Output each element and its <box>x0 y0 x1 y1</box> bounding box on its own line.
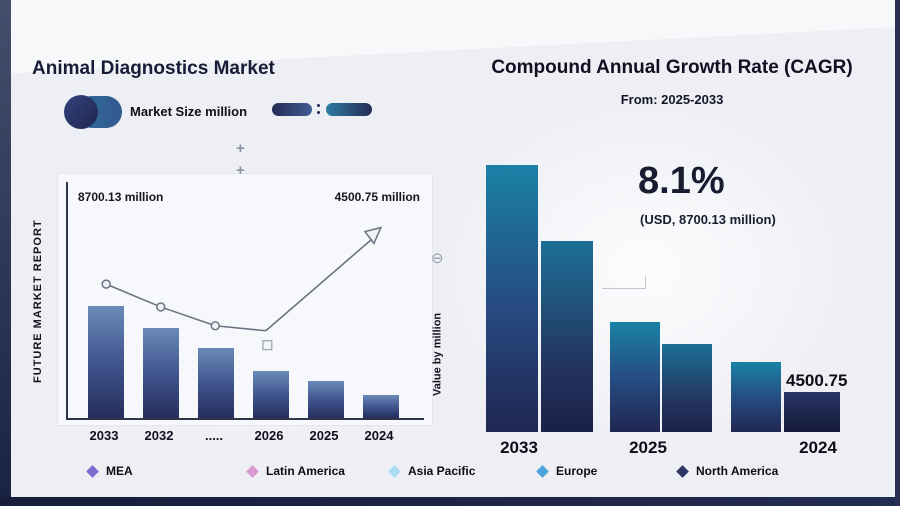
cagr-bar-2024-1 <box>731 362 781 432</box>
right-x-label-2025: 2025 <box>629 438 667 457</box>
market-bar-2026 <box>253 371 289 418</box>
plus-icon: + <box>236 162 245 179</box>
market-bar-2024 <box>363 395 399 418</box>
left-x-label-2024: 2024 <box>364 428 394 443</box>
right-chart-subtitle: From: 2025-2033 <box>620 92 724 107</box>
legend-item-north-america: North America <box>676 464 779 478</box>
legend-label: Latin America <box>266 464 345 478</box>
market-bar-2033 <box>88 306 124 418</box>
legend-diamond-icon <box>86 464 99 478</box>
market-bar-2025 <box>308 381 344 418</box>
legend-diamond-icon <box>246 464 259 478</box>
market-bar-..... <box>198 348 234 418</box>
annotation-row: 8700.13 million 4500.75 million <box>78 190 420 204</box>
legend-item-latin-america: Latin America <box>246 464 345 478</box>
right-x-labels: 2033 2025 2024 <box>0 438 900 458</box>
left-x-label-2033: 2033 <box>89 428 119 443</box>
market-bar-2032 <box>143 328 179 418</box>
cylinder-face <box>64 95 98 129</box>
bottom-legend: MEA Latin America Asia Pacific Europe North … <box>0 464 900 484</box>
value-callout: 4500.75 <box>786 371 848 390</box>
left-chart-title: Animal Diagnostics Market <box>32 58 275 79</box>
cagr-bar-2033-2 <box>541 241 593 432</box>
cagr-bar-2025-1 <box>610 322 660 432</box>
left-x-label-2032: 2032 <box>144 428 174 443</box>
right-x-label-2033: 2033 <box>500 438 538 457</box>
cagr-value: 8.1% <box>638 160 725 202</box>
cylinder-icon <box>64 95 122 129</box>
left-x-label-.....: ..... <box>204 428 224 443</box>
frame-left-border <box>0 0 11 506</box>
left-x-label-2025: 2025 <box>309 428 339 443</box>
legend-diamond-icon <box>536 464 549 478</box>
market-size-legend-label: Market Size million <box>130 104 248 119</box>
legend-label: Europe <box>556 464 598 478</box>
legend-item-asia-pacific: Asia Pacific <box>388 464 476 478</box>
right-chart-title: Compound Annual Growth Rate (CAGR) <box>491 57 853 78</box>
cagr-bar-2033-1 <box>486 165 538 432</box>
cagr-bar-2024-2 <box>784 392 840 432</box>
legend-label: MEA <box>106 464 133 478</box>
right-x-label-2024: 2024 <box>799 438 837 457</box>
plus-icon: + <box>236 140 245 157</box>
legend-item-europe: Europe <box>536 464 598 478</box>
step-decor <box>602 276 646 289</box>
legend-label: Asia Pacific <box>408 464 476 478</box>
cagr-note: (USD, 8700.13 million) <box>640 212 776 227</box>
circle-minus-icon: ⊖ <box>431 250 444 267</box>
frame-bottom-border <box>0 497 900 506</box>
legend-label: North America <box>696 464 779 478</box>
right-y-axis-label: Value by million <box>431 312 444 396</box>
left-plot-area: 8700.13 million 4500.75 million <box>66 182 424 420</box>
legend-diamond-icon <box>676 464 689 478</box>
annotation-min: 4500.75 million <box>334 190 420 204</box>
legend-diamond-icon <box>388 464 401 478</box>
legend-item-mea: MEA <box>86 464 133 478</box>
frame-right-border <box>895 0 900 506</box>
legend-pill-a <box>272 103 312 116</box>
cagr-bar-2025-2 <box>662 344 712 432</box>
annotation-max: 8700.13 million <box>78 190 164 204</box>
left-x-label-2026: 2026 <box>254 428 284 443</box>
left-x-labels: 2033 2032..... 2026 2025 2024 <box>0 428 900 444</box>
legend-colon-dots <box>317 104 320 107</box>
legend-pill-b <box>326 103 372 116</box>
left-bars <box>68 182 424 418</box>
trend-arrow-svg <box>101 226 383 351</box>
